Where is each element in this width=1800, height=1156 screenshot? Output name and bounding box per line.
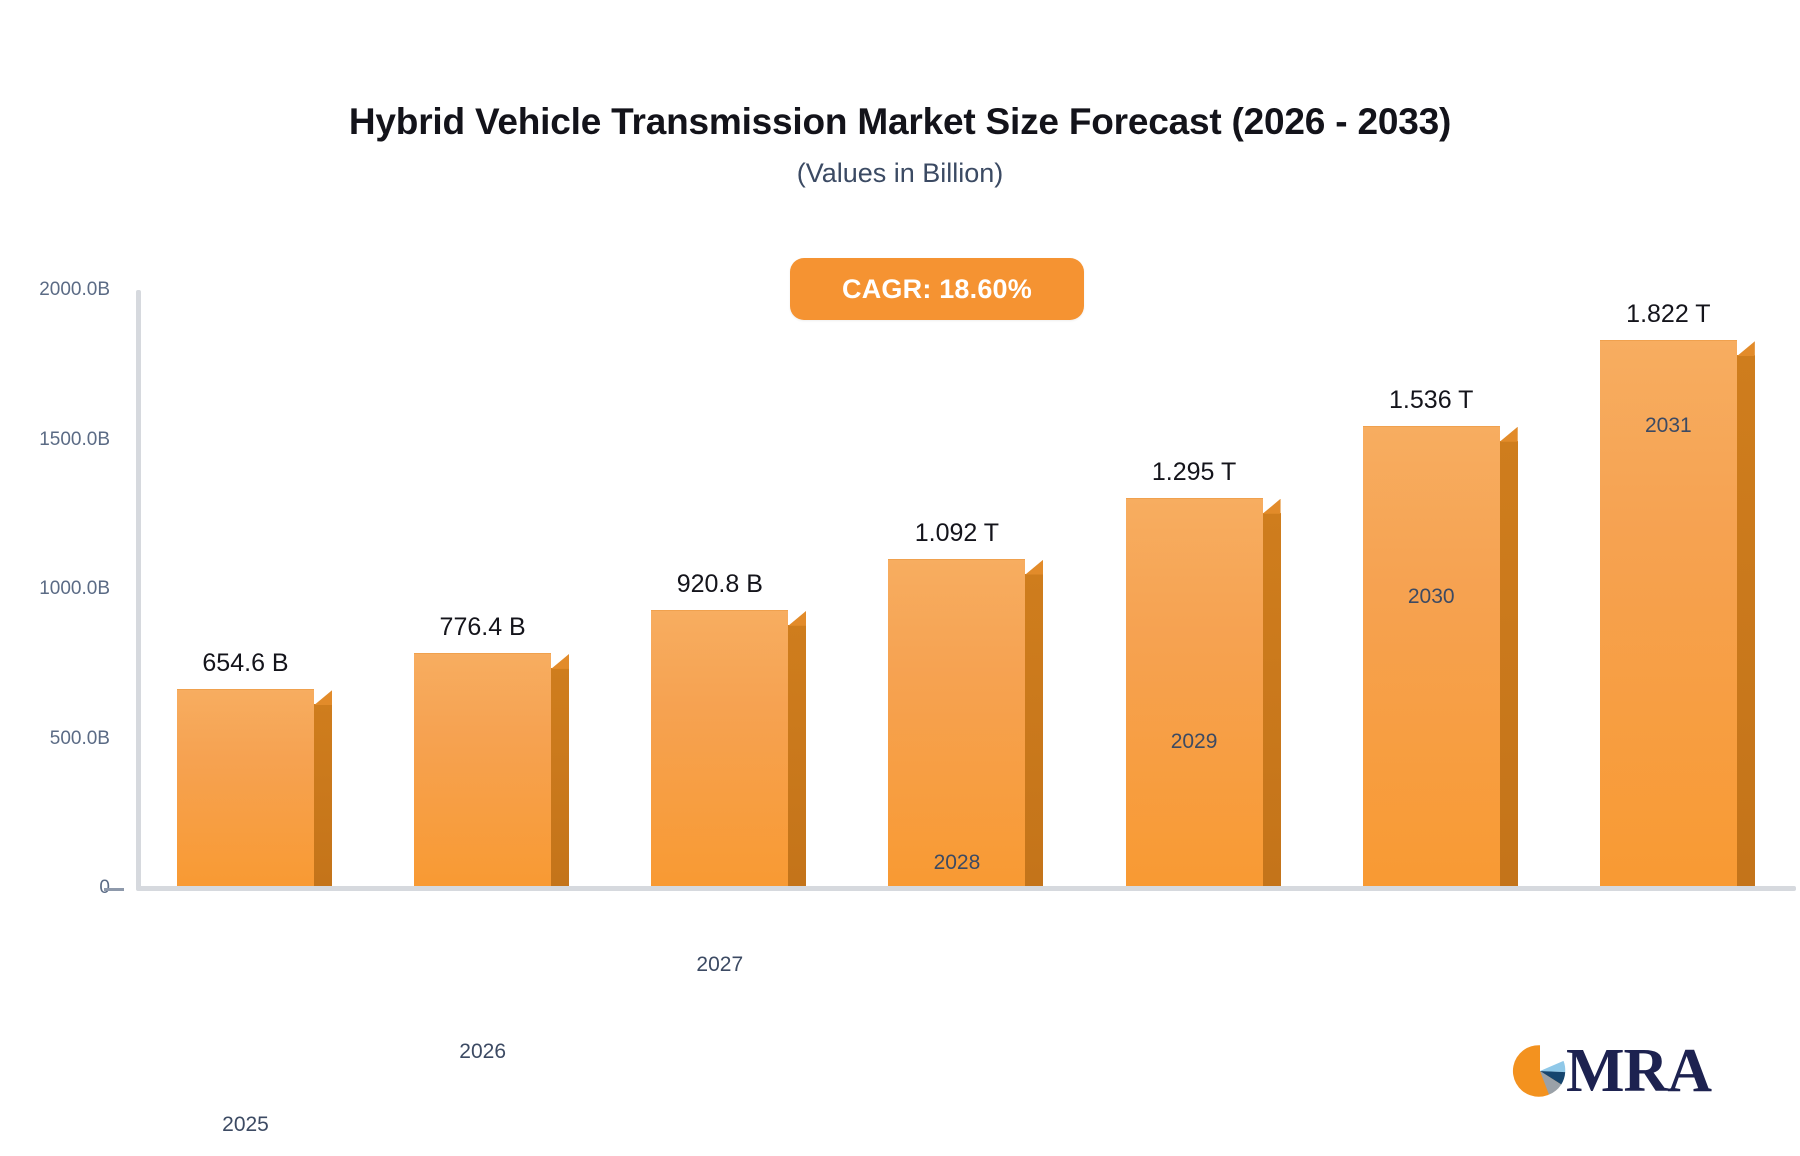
bar-column[interactable]: 1.536 T 2030 bbox=[1362, 386, 1518, 886]
bar-top-bevel bbox=[788, 610, 807, 626]
bar-value-label: 1.295 T bbox=[1151, 457, 1237, 486]
bar-column[interactable]: 920.8 B 2027 bbox=[651, 570, 807, 976]
bar-value-label: 1.822 T bbox=[1626, 300, 1711, 329]
bar-value-label: 1.092 T bbox=[914, 518, 1000, 547]
page-title: Hybrid Vehicle Transmission Market Size … bbox=[348, 101, 1452, 142]
x-axis-tick-label: 2030 bbox=[1407, 585, 1455, 609]
bar-side-face bbox=[788, 624, 807, 886]
bar-value-label: 1.536 T bbox=[1389, 385, 1474, 414]
bar-top-bevel bbox=[1736, 341, 1755, 357]
chart-subtitle: (Values in Billion) bbox=[796, 157, 1004, 188]
bar-column[interactable]: 776.4 B 2026 bbox=[414, 613, 570, 1063]
bar-value-label: 920.8 B bbox=[676, 569, 763, 598]
x-axis-tick-label: 2028 bbox=[933, 850, 981, 874]
y-axis-tick-label: 1500.0B bbox=[39, 428, 110, 450]
bar-side-face bbox=[1262, 512, 1281, 886]
bar-value-label: 776.4 B bbox=[439, 612, 526, 641]
bar-side-face bbox=[1025, 573, 1044, 886]
pie-chart-logo-icon bbox=[1512, 1045, 1566, 1097]
bar-side-face bbox=[1736, 355, 1755, 886]
bar-front-face bbox=[651, 609, 789, 886]
bar-front-face bbox=[888, 558, 1026, 886]
bar-front-face bbox=[1362, 425, 1500, 886]
bar-front-face bbox=[177, 689, 314, 886]
bar-top-bevel bbox=[314, 690, 332, 706]
bar-top-bevel bbox=[1499, 426, 1518, 442]
x-axis-line bbox=[136, 886, 1796, 891]
y-axis-tick-label: 1000.0B bbox=[39, 578, 110, 599]
bar-series: 654.6 B 2025 776.4 B 2026 920.8 B 2027 1.092 T… bbox=[136, 290, 1796, 1136]
bar-side-face bbox=[1499, 440, 1518, 886]
y-axis-line bbox=[136, 290, 141, 890]
brand-logo: MRA bbox=[1512, 1037, 1712, 1105]
bar-top-bevel bbox=[1025, 559, 1044, 575]
bar-column[interactable]: 654.6 B 2025 bbox=[177, 649, 332, 1136]
bar-top-bevel bbox=[1262, 498, 1281, 514]
bar-column[interactable]: 1.295 T 2029 bbox=[1125, 458, 1281, 886]
x-axis-tick-label: 2026 bbox=[459, 1039, 506, 1063]
bar-front-face bbox=[1599, 340, 1737, 886]
x-axis-tick-label: 2025 bbox=[222, 1112, 269, 1136]
bar-front-face bbox=[1125, 497, 1263, 886]
y-axis-tick-label: 0 bbox=[0, 877, 110, 899]
chart-header: Hybrid Vehicle Transmission Market Size … bbox=[0, 0, 1800, 188]
y-axis-tick-label: 500.0B bbox=[49, 727, 110, 749]
y-axis-zero-tick bbox=[104, 888, 124, 891]
bar-column[interactable]: 1.092 T 2028 bbox=[888, 519, 1044, 886]
cagr-badge: CAGR: 18.60% bbox=[790, 258, 1084, 320]
x-axis-tick-label: 2031 bbox=[1644, 414, 1692, 438]
x-axis-tick-label: 2029 bbox=[1170, 729, 1218, 753]
bar-side-face bbox=[314, 704, 332, 886]
bar-top-bevel bbox=[551, 653, 570, 669]
bar-value-label: 654.6 B bbox=[202, 649, 289, 678]
brand-wordmark: MRA bbox=[1566, 1037, 1712, 1105]
y-axis-tick-label: 2000.0B bbox=[39, 279, 110, 300]
bar-column[interactable]: 1.822 T 2031 bbox=[1599, 300, 1755, 886]
x-axis-tick-label: 2027 bbox=[696, 953, 744, 977]
bar-front-face bbox=[414, 652, 552, 886]
bar-side-face bbox=[551, 667, 570, 886]
cagr-badge-label: CAGR: 18.60% bbox=[842, 273, 1032, 304]
